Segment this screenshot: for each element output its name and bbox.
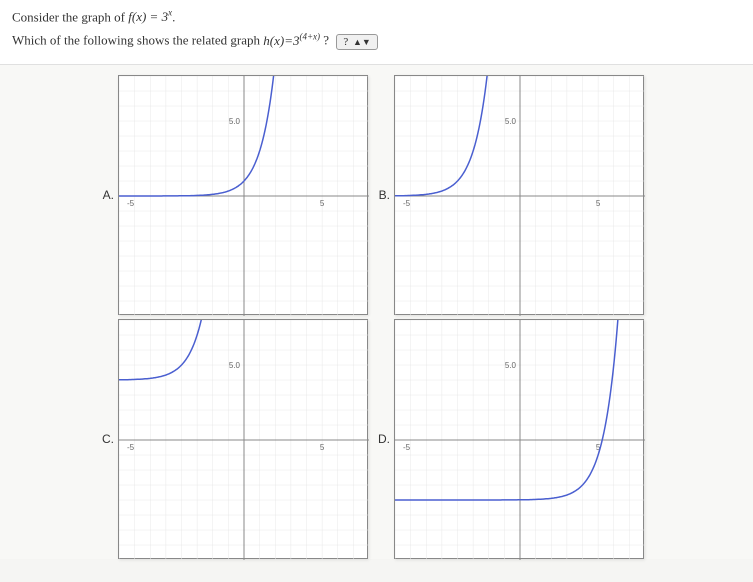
chart-d: 55.0-5	[394, 319, 644, 559]
chart-a: 5 5.0 -5	[118, 75, 368, 315]
hint-button[interactable]: ? ▲▼	[336, 34, 377, 50]
question-line-1: Consider the graph of f(x) = 3x.	[12, 8, 741, 25]
svg-text:5: 5	[320, 443, 325, 452]
chart-b: 5 5.0 -5	[394, 75, 644, 315]
hint-label: ?	[343, 36, 348, 48]
charts-grid: A. 5 5.0 -5 B. 5 5.0 -5 C. 5 5.0 -5 D. 5 5.0 -5	[0, 65, 753, 559]
chart-row-2: C. 5 5.0 -5 D. 5 5.0 -5	[100, 319, 653, 559]
svg-text:-5: -5	[403, 443, 411, 452]
q2-suffix: ?	[323, 33, 329, 48]
svg-text:5.0: 5.0	[505, 361, 517, 370]
chart-row-1: A. 5 5.0 -5 B. 5 5.0 -5	[100, 75, 653, 315]
q2-prefix: Which of the following shows the related…	[12, 33, 263, 48]
svg-text:-5: -5	[127, 443, 135, 452]
chart-c: 5 5.0 -5	[118, 319, 368, 559]
svg-text:5: 5	[596, 199, 601, 208]
chart-label-a: A.	[100, 188, 118, 202]
svg-text:-5: -5	[403, 199, 411, 208]
chart-label-b: B.	[376, 188, 394, 202]
chart-cell-a[interactable]: A. 5 5.0 -5	[100, 75, 368, 315]
question-line-2: Which of the following shows the related…	[12, 31, 741, 49]
q2-func: h(x)=3(4+x)	[263, 33, 320, 48]
chart-cell-b[interactable]: B. 5 5.0 -5	[376, 75, 644, 315]
svg-text:-5: -5	[127, 199, 135, 208]
svg-text:5.0: 5.0	[229, 117, 241, 126]
chart-cell-d[interactable]: D. 55.0-5	[376, 319, 644, 559]
svg-text:5.0: 5.0	[229, 361, 241, 370]
q1-suffix: .	[172, 9, 175, 24]
chart-label-c: C.	[100, 432, 118, 446]
svg-text:5: 5	[320, 199, 325, 208]
svg-text:5.0: 5.0	[505, 117, 517, 126]
hint-arrows-icon: ▲▼	[353, 37, 371, 47]
q1-prefix: Consider the graph of	[12, 9, 128, 24]
chart-label-d: D.	[376, 432, 394, 446]
q1-func: f(x) = 3x	[128, 9, 172, 24]
chart-cell-c[interactable]: C. 5 5.0 -5	[100, 319, 368, 559]
question-panel: Consider the graph of f(x) = 3x. Which o…	[0, 0, 753, 65]
